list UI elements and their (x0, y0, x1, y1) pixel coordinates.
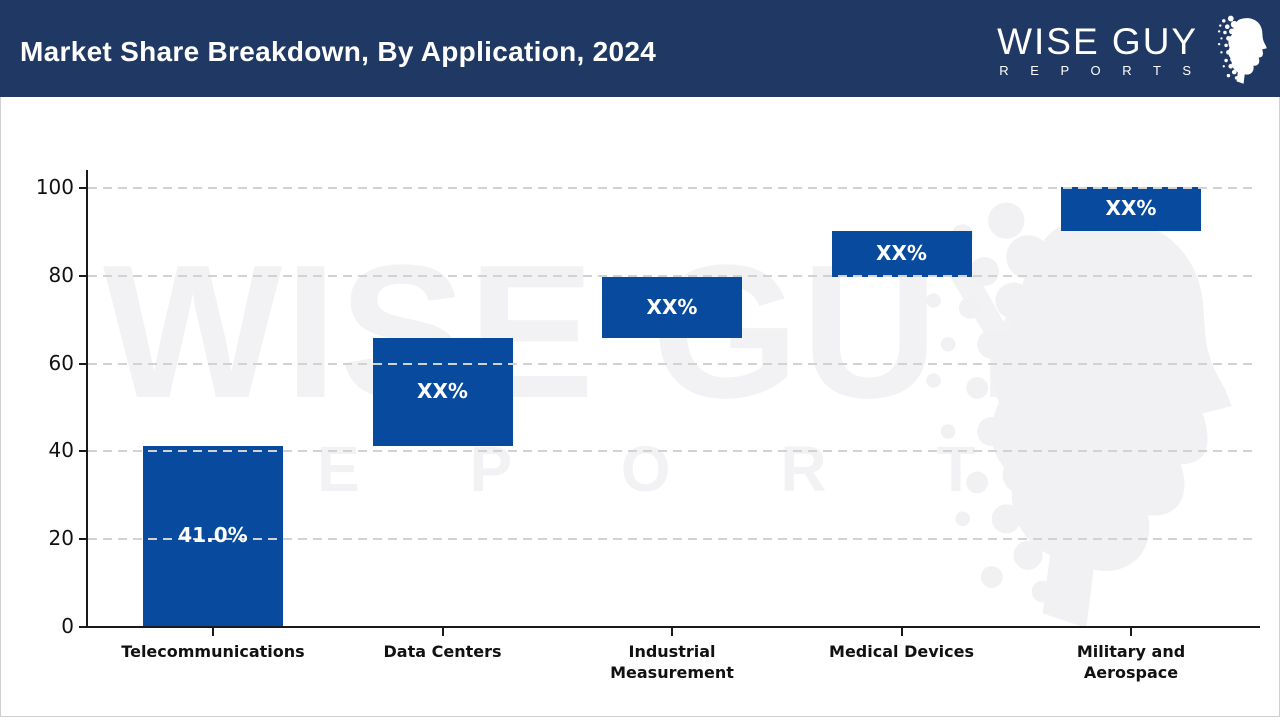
y-tick-label: 60 (48, 350, 74, 375)
x-category-label: Data Centers (383, 642, 502, 661)
x-tick (441, 628, 444, 636)
x-tick (671, 628, 673, 636)
gridline (88, 362, 1258, 365)
bar-data-centers (372, 338, 513, 446)
watermark-subtext: R E P O R T S (161, 433, 1174, 505)
gridline (88, 187, 1258, 189)
brand-logo: WISE GUY R E P O R T S (995, 8, 1268, 92)
y-tick (79, 450, 87, 453)
bar-value-label: XX% (876, 240, 927, 265)
bar-telecommunications (143, 446, 283, 626)
header-band: Market Share Breakdown, By Application, … (0, 0, 1280, 97)
x-category-label: Industrial Measurement (610, 642, 734, 682)
bar-value-label: XX% (1105, 195, 1157, 220)
gridline (88, 450, 1258, 453)
bar-value-label: 41.0% (178, 523, 248, 547)
y-axis-line (86, 170, 88, 628)
bar-industrial-measurement (602, 276, 742, 339)
x-tick (900, 628, 903, 636)
x-category-label: Medical Devices (829, 642, 974, 661)
bar-value-label: XX% (646, 294, 698, 319)
face-dots-icon (1204, 11, 1268, 89)
logo-wordmark: WISE GUY (997, 20, 1199, 62)
y-tick-label: 0 (61, 614, 74, 638)
logo-subtext: R E P O R T S (999, 62, 1200, 78)
page-title: Market Share Breakdown, By Application, … (20, 36, 657, 67)
x-tick (1130, 628, 1132, 636)
y-tick-label: 40 (48, 438, 74, 463)
y-tick-label: 20 (48, 526, 74, 551)
y-tick-label: 100 (35, 175, 74, 199)
x-category-label: Telecommunications (121, 642, 305, 661)
y-tick-label: 80 (48, 262, 74, 287)
x-tick (212, 628, 214, 636)
brand-logo-text: WISE GUY R E P O R T S (995, 23, 1200, 78)
chart-area: WISE GUY R E P O R T S 0 20 40 60 80 100 41.0%… (0, 97, 1280, 717)
y-tick (79, 274, 87, 277)
bar-value-label: XX% (417, 379, 468, 404)
x-axis-line (86, 626, 1260, 628)
x-category-label: Military and Aerospace (1076, 642, 1186, 682)
y-tick (79, 538, 87, 541)
gridline (88, 274, 1258, 277)
y-tick (79, 362, 87, 365)
gridline (88, 538, 1258, 541)
y-tick (79, 626, 87, 628)
y-tick (79, 187, 87, 189)
